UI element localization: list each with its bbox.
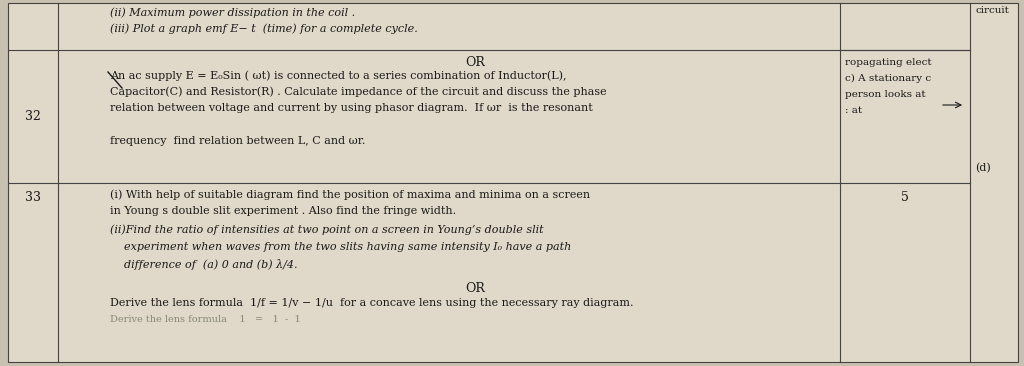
Text: (i) With help of suitable diagram find the position of maxima and minima on a sc: (i) With help of suitable diagram find t… <box>110 189 590 199</box>
Text: difference of  (a) 0 and (b) λ/4.: difference of (a) 0 and (b) λ/4. <box>110 259 298 270</box>
Text: Derive the lens formula  1/f = 1/v − 1/u  for a concave lens using the necessary: Derive the lens formula 1/f = 1/v − 1/u … <box>110 299 634 309</box>
Text: (iii) Plot a graph emf E− t  (time) for a complete cycle.: (iii) Plot a graph emf E− t (time) for a… <box>110 23 418 34</box>
Text: 33: 33 <box>25 191 41 204</box>
Text: frequency  find relation between L, C and ωr.: frequency find relation between L, C and… <box>110 136 366 146</box>
Text: OR: OR <box>465 283 485 295</box>
Text: in Young s double slit experiment . Also find the fringe width.: in Young s double slit experiment . Also… <box>110 206 456 217</box>
Text: 5: 5 <box>901 191 909 204</box>
Text: (d): (d) <box>975 163 991 173</box>
Text: An ac supply E = E₀Sin ( ωt) is connected to a series combination of Inductor(L): An ac supply E = E₀Sin ( ωt) is connecte… <box>110 70 566 81</box>
Text: (ii)Find the ratio of intensities at two point on a screen in Young’s double sli: (ii)Find the ratio of intensities at two… <box>110 224 544 235</box>
Text: ropagating elect: ropagating elect <box>845 58 932 67</box>
Text: OR: OR <box>465 56 485 69</box>
Text: c) A stationary c: c) A stationary c <box>845 74 931 83</box>
Text: person looks at: person looks at <box>845 90 926 99</box>
Text: (ii) Maximum power dissipation in the coil .: (ii) Maximum power dissipation in the co… <box>110 7 355 18</box>
Text: experiment when waves from the two slits having same intensity I₀ have a path: experiment when waves from the two slits… <box>110 242 571 251</box>
Text: : at: : at <box>845 106 862 115</box>
Text: 32: 32 <box>25 110 41 123</box>
Text: Derive the lens formula    1   =   1  -  1: Derive the lens formula 1 = 1 - 1 <box>110 314 301 324</box>
Text: relation between voltage and current by using phasor diagram.  If ωr  is the res: relation between voltage and current by … <box>110 103 593 113</box>
Text: circuit: circuit <box>975 6 1009 15</box>
Text: Capacitor(C) and Resistor(R) . Calculate impedance of the circuit and discuss th: Capacitor(C) and Resistor(R) . Calculate… <box>110 86 606 97</box>
